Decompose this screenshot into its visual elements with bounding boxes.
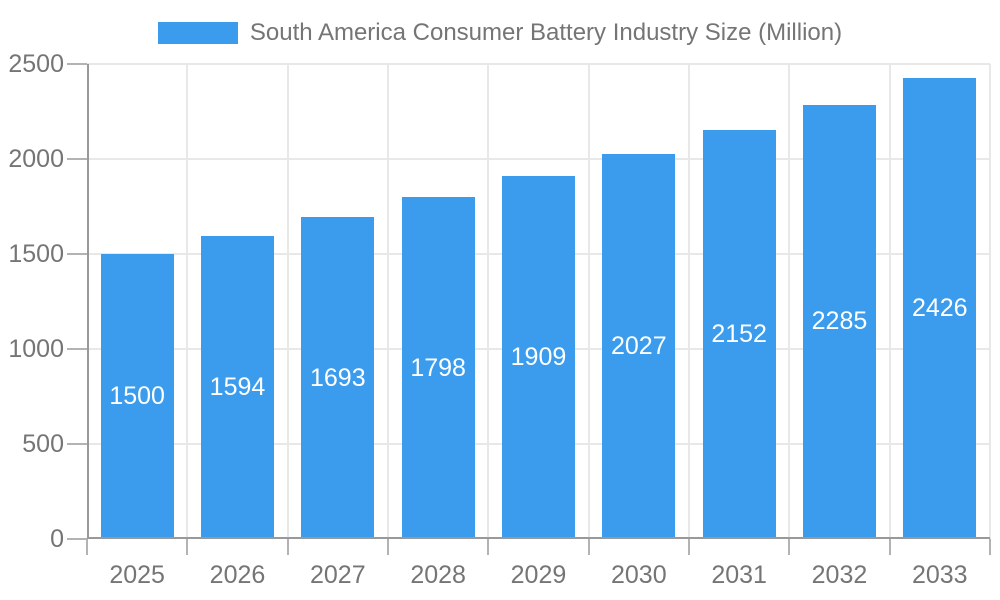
x-gridline xyxy=(888,64,891,539)
category-cell: 2285 xyxy=(789,64,889,539)
y-gridline xyxy=(87,158,990,160)
x-gridline xyxy=(386,64,389,539)
x-tick-label: 2029 xyxy=(510,561,567,589)
bar: 2027 xyxy=(602,153,676,539)
y-axis-tick xyxy=(67,348,87,350)
x-axis-line xyxy=(87,537,990,539)
x-gridline xyxy=(286,64,289,539)
y-axis-tick xyxy=(67,443,87,445)
bar-value-label: 2152 xyxy=(711,320,767,349)
bar-value-label: 2426 xyxy=(911,294,968,323)
y-axis-tick xyxy=(67,253,87,255)
bar-value-label: 1594 xyxy=(209,373,266,402)
x-tick-label: 2032 xyxy=(811,561,868,589)
x-gridline xyxy=(989,64,991,539)
x-axis-tick xyxy=(286,539,289,555)
bar: 2285 xyxy=(802,104,877,539)
bars-row: 1500 1594 1693 1798 1909 2027 2152 2285 2426 xyxy=(87,64,990,539)
y-tick-label: 0 xyxy=(50,525,64,553)
category-cell: 2152 xyxy=(689,64,789,539)
x-tick-label: 2030 xyxy=(610,561,667,589)
x-axis-tick xyxy=(888,539,891,555)
bar-value-label: 1798 xyxy=(410,353,466,382)
y-axis-tick xyxy=(67,63,87,65)
x-axis-tick xyxy=(487,539,490,555)
x-axis-tick xyxy=(687,539,690,555)
y-axis-tick xyxy=(67,538,87,540)
x-axis-labels: 2025 2026 2027 2028 2029 2030 2031 2032 2033 xyxy=(87,558,990,592)
x-tick-label: 2028 xyxy=(410,561,466,589)
x-gridline xyxy=(186,64,189,539)
bar: 1594 xyxy=(200,236,275,539)
legend-label: South America Consumer Battery Industry … xyxy=(249,19,843,46)
legend-swatch xyxy=(157,22,238,44)
x-gridline xyxy=(487,64,490,539)
bar: 2426 xyxy=(903,78,977,539)
bar: 1500 xyxy=(100,254,174,539)
y-tick-label: 1500 xyxy=(8,240,64,268)
x-axis-tick xyxy=(587,539,590,555)
y-tick-label: 2000 xyxy=(8,145,64,173)
bar-value-label: 1909 xyxy=(510,343,567,372)
y-axis-tick xyxy=(67,158,87,160)
plot-area: 1500 1594 1693 1798 1909 2027 2152 2285 2426 xyxy=(67,63,991,555)
category-cell: 1693 xyxy=(288,64,388,539)
x-axis-tick xyxy=(86,539,88,555)
bar-value-label: 2285 xyxy=(811,307,868,336)
y-gridline xyxy=(87,63,990,65)
category-cell: 1500 xyxy=(87,64,187,539)
bar: 1798 xyxy=(401,197,475,539)
bar-value-label: 1693 xyxy=(310,363,366,392)
legend[interactable]: South America Consumer Battery Industry … xyxy=(0,19,1000,47)
category-cell: 1798 xyxy=(388,64,488,539)
x-gridline xyxy=(788,64,791,539)
x-tick-label: 2027 xyxy=(310,561,366,589)
x-axis-tick xyxy=(386,539,389,555)
x-tick-label: 2025 xyxy=(109,561,165,589)
x-axis-tick xyxy=(186,539,189,555)
bar: 1693 xyxy=(301,217,375,539)
category-cell: 2027 xyxy=(589,64,689,539)
bar: 1909 xyxy=(501,176,576,539)
x-tick-label: 2026 xyxy=(209,561,266,589)
category-cell: 1909 xyxy=(488,64,588,539)
y-tick-label: 1000 xyxy=(8,335,64,363)
bar-value-label: 1500 xyxy=(109,382,165,410)
x-gridline xyxy=(687,64,690,539)
category-cell: 1594 xyxy=(187,64,287,539)
x-axis-tick xyxy=(788,539,791,555)
x-tick-label: 2033 xyxy=(911,561,968,589)
x-gridline xyxy=(587,64,590,539)
x-axis-tick xyxy=(989,539,991,555)
y-tick-label: 500 xyxy=(22,430,64,458)
bar-value-label: 2027 xyxy=(610,331,667,360)
y-axis-line xyxy=(87,64,89,539)
y-tick-label: 2500 xyxy=(8,50,64,78)
x-tick-label: 2031 xyxy=(711,561,767,589)
bar: 2152 xyxy=(702,130,776,539)
category-cell: 2426 xyxy=(890,64,990,539)
